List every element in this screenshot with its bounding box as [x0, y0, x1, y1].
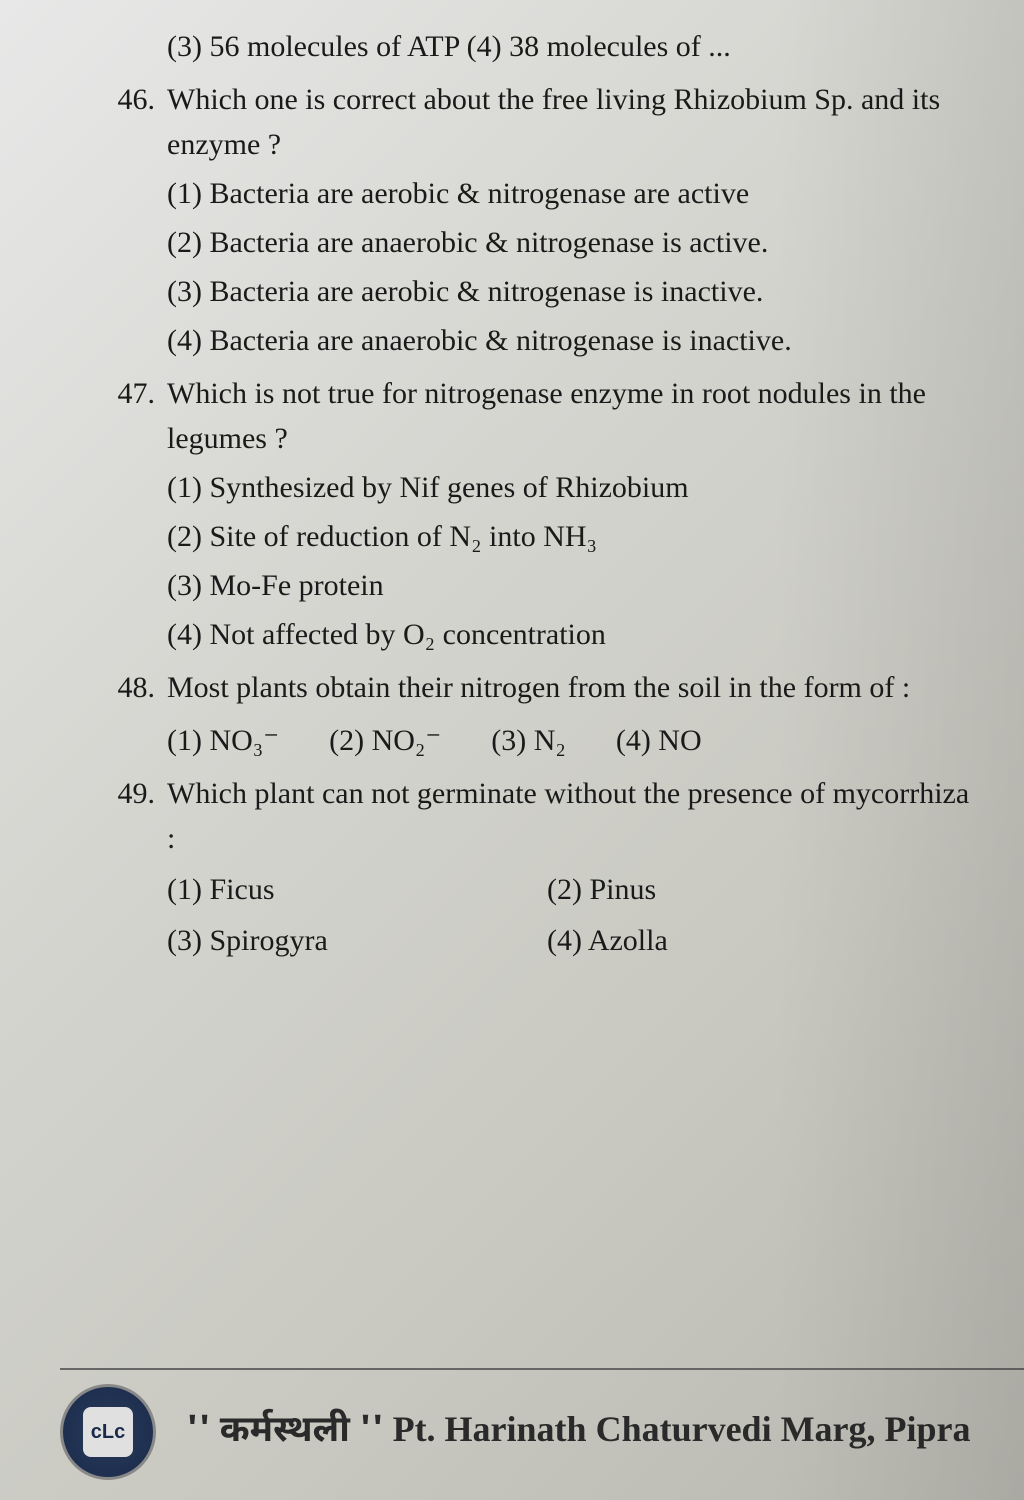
q49-opt2: (2) Pinus — [547, 867, 656, 912]
page-footer: cLc '' कर्मस्थली '' Pt. Harinath Chaturv… — [60, 1384, 1024, 1480]
q49-text: Which plant can not germinate without th… — [167, 771, 984, 861]
q46-opt2: (2) Bacteria are anaerobic & nitrogenase… — [100, 220, 984, 265]
q49-opt1: (1) Ficus — [167, 867, 547, 912]
q49-row1: (1) Ficus (2) Pinus — [100, 867, 984, 912]
q49-opt4: (4) Azolla — [547, 918, 668, 963]
question-page: (3) 56 molecules of ATP (4) 38 molecules… — [0, 0, 1024, 983]
q47-opt1: (1) Synthesized by Nif genes of Rhizobiu… — [100, 465, 984, 510]
q48-options: (1) NO₃⁻ (2) NO₂⁻ (3) N₂ (4) NO — [100, 718, 984, 763]
q48-opt4: (4) NO — [616, 718, 702, 763]
logo-text: cLc — [83, 1407, 133, 1457]
q48-number: 48. — [100, 665, 167, 710]
q47-opt3: (3) Mo-Fe protein — [100, 563, 984, 608]
q46-opt4: (4) Bacteria are anaerobic & nitrogenase… — [100, 318, 984, 363]
question-48: 48. Most plants obtain their nitrogen fr… — [100, 665, 984, 710]
institute-logo: cLc — [60, 1384, 156, 1480]
q48-opt3: (3) N₂ — [491, 718, 566, 763]
q47-number: 47. — [100, 371, 167, 461]
q46-opt1: (1) Bacteria are aerobic & nitrogenase a… — [100, 171, 984, 216]
question-46: 46. Which one is correct about the free … — [100, 77, 984, 167]
footer-hindi: '' कर्मस्थली '' — [186, 1409, 384, 1456]
q46-number: 46. — [100, 77, 167, 167]
q45-partial-options: (3) 56 molecules of ATP (4) 38 molecules… — [100, 24, 984, 69]
q47-text: Which is not true for nitrogenase enzyme… — [167, 371, 984, 461]
question-47: 47. Which is not true for nitrogenase en… — [100, 371, 984, 461]
q48-opt2: (2) NO₂⁻ — [329, 718, 441, 763]
q47-opt2: (2) Site of reduction of N₂ into NH₃ — [100, 514, 984, 559]
footer-address-text: Pt. Harinath Chaturvedi Marg, Pipra — [393, 1409, 971, 1449]
q48-text: Most plants obtain their nitrogen from t… — [167, 665, 984, 710]
question-49: 49. Which plant can not germinate withou… — [100, 771, 984, 861]
q49-row2: (3) Spirogyra (4) Azolla — [100, 918, 984, 963]
q49-opt3: (3) Spirogyra — [167, 918, 547, 963]
q48-opt1: (1) NO₃⁻ — [167, 718, 279, 763]
q46-opt3: (3) Bacteria are aerobic & nitrogenase i… — [100, 269, 984, 314]
footer-divider — [60, 1368, 1024, 1370]
q47-opt4: (4) Not affected by O₂ concentration — [100, 612, 984, 657]
footer-address: '' कर्मस्थली '' Pt. Harinath Chaturvedi … — [186, 1408, 971, 1456]
q46-text: Which one is correct about the free livi… — [167, 77, 984, 167]
q49-number: 49. — [100, 771, 167, 861]
